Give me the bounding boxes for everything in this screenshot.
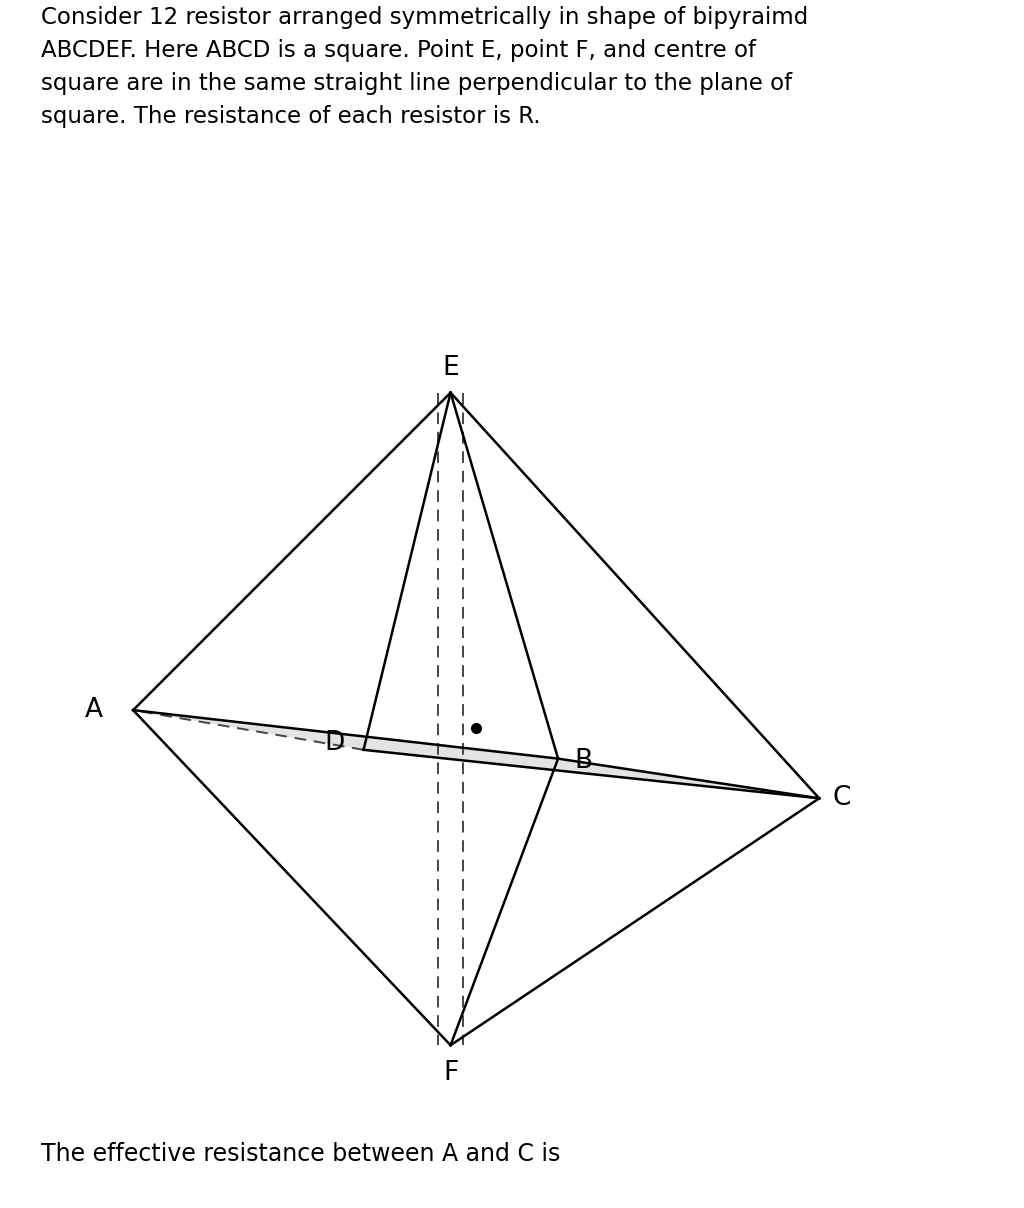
Text: F: F [443,1061,458,1086]
Text: D: D [325,730,345,756]
Text: C: C [833,785,851,812]
Text: B: B [574,748,593,774]
Text: E: E [442,355,459,381]
Text: A: A [85,697,103,724]
Polygon shape [133,710,819,798]
Text: Consider 12 resistor arranged symmetrically in shape of bipyraimd
ABCDEF. Here A: Consider 12 resistor arranged symmetrica… [41,6,808,128]
Text: The effective resistance between A and C is: The effective resistance between A and C… [41,1142,560,1166]
